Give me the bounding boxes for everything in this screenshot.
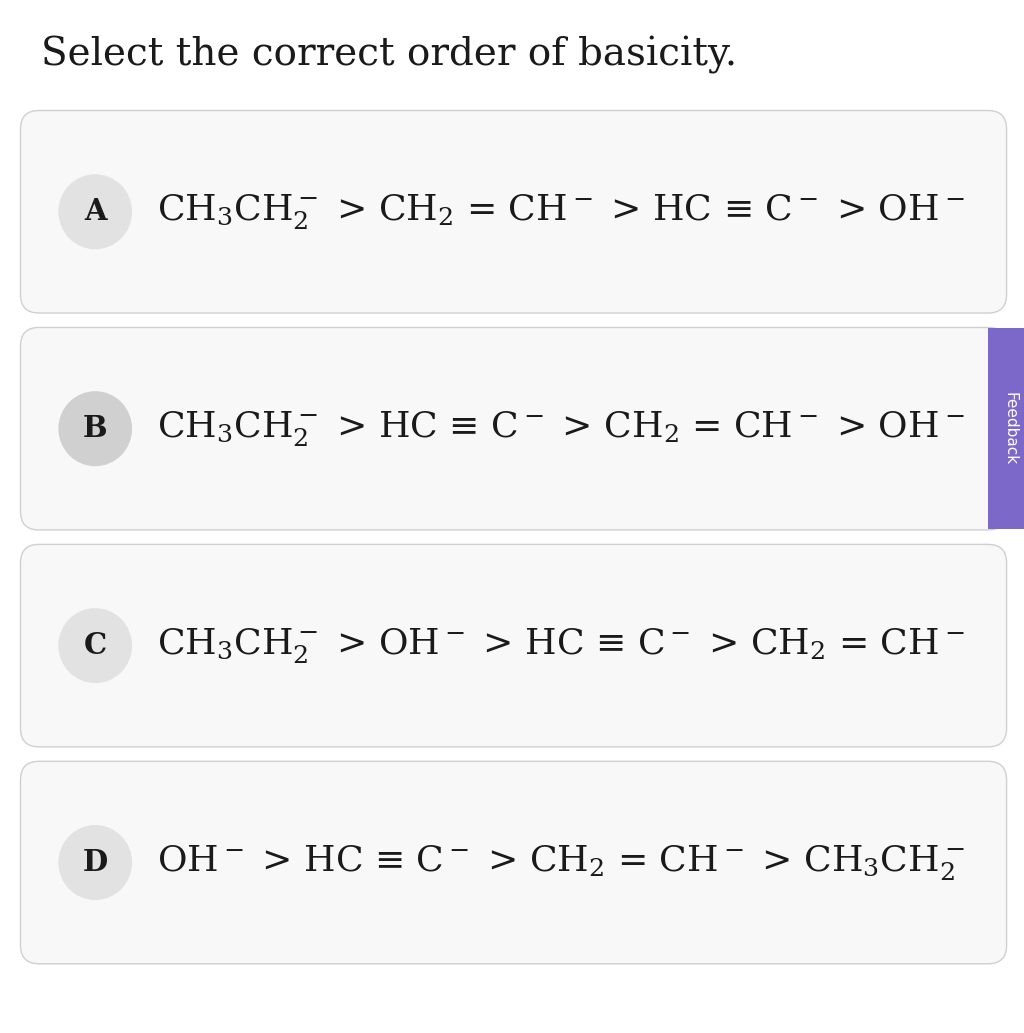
Text: $\mathregular{OH^-}$ > HC ≡ $\mathregular{C^-}$ > $\mathregular{CH_2}$ = $\mathr: $\mathregular{OH^-}$ > HC ≡ $\mathregula… (157, 843, 965, 882)
Text: $\mathregular{CH_3CH_2^-}$ > $\mathregular{CH_2}$ = $\mathregular{CH^-}$ > HC ≡ : $\mathregular{CH_3CH_2^-}$ > $\mathregul… (157, 192, 965, 231)
Text: C: C (84, 631, 106, 660)
FancyBboxPatch shape (988, 328, 1024, 530)
Text: Select the correct order of basicity.: Select the correct order of basicity. (41, 36, 737, 74)
Text: A: A (84, 197, 106, 226)
Text: $\mathregular{CH_3CH_2^-}$ > HC ≡ $\mathregular{C^-}$ > $\mathregular{CH_2}$ = $: $\mathregular{CH_3CH_2^-}$ > HC ≡ $\math… (157, 409, 965, 448)
FancyBboxPatch shape (20, 111, 1007, 313)
Ellipse shape (58, 175, 132, 249)
FancyBboxPatch shape (20, 544, 1007, 747)
Ellipse shape (58, 392, 132, 466)
Text: D: D (83, 848, 108, 877)
Text: $\mathregular{CH_3CH_2^-}$ > $\mathregular{OH^-}$ > HC ≡ $\mathregular{C^-}$ > $: $\mathregular{CH_3CH_2^-}$ > $\mathregul… (157, 626, 965, 665)
Ellipse shape (58, 825, 132, 900)
FancyBboxPatch shape (20, 327, 1007, 530)
Text: Feedback: Feedback (1002, 393, 1017, 465)
Ellipse shape (58, 608, 132, 683)
FancyBboxPatch shape (20, 761, 1007, 964)
Text: B: B (83, 414, 108, 443)
